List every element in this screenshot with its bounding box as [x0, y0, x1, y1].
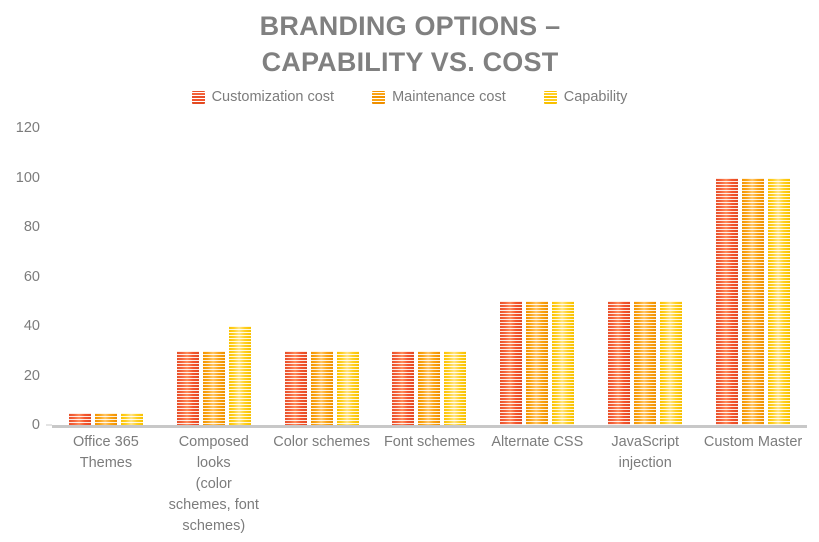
x-axis-category-label: Custom Master	[699, 432, 807, 453]
plot-area	[52, 128, 807, 428]
bar-group	[376, 128, 484, 426]
bar[interactable]	[526, 301, 549, 425]
x-axis-category-label: Font schemes	[376, 432, 484, 453]
y-axis-tick-label: 60	[23, 268, 40, 285]
bar[interactable]	[500, 301, 523, 425]
bar-group	[483, 128, 591, 425]
bar[interactable]	[608, 301, 631, 425]
x-axis-label-line: Font schemes	[383, 434, 476, 450]
bar[interactable]	[716, 177, 739, 425]
bar[interactable]	[634, 301, 657, 425]
chart-legend: Customization cost Maintenance cost Capa…	[0, 89, 819, 105]
x-axis-label-line: Color schemes	[273, 434, 370, 450]
chart-title-line-1: BRANDING OPTIONS –	[259, 11, 561, 41]
legend-label: Capability	[563, 89, 628, 105]
bar[interactable]	[68, 412, 91, 426]
y-axis-tick-label: 80	[23, 219, 40, 235]
bar[interactable]	[202, 350, 225, 426]
bar-group	[699, 128, 807, 425]
bar[interactable]	[120, 412, 143, 426]
x-axis-label-line: schemes, font	[168, 497, 259, 513]
x-axis-label-line: Themes	[79, 455, 133, 471]
x-axis-category-label: Alternate CSS	[483, 432, 591, 453]
legend-item-capability[interactable]: Capability	[543, 89, 628, 105]
bar-group	[591, 128, 699, 425]
bar[interactable]	[768, 177, 791, 425]
chart-title: BRANDING OPTIONS – CAPABILITY VS. COST	[60, 8, 760, 80]
x-axis-label-line: JavaScript	[611, 434, 680, 450]
bar[interactable]	[94, 412, 117, 426]
bar[interactable]	[310, 350, 333, 426]
x-axis-label-line: Composed	[178, 434, 249, 450]
y-axis-tick-label: 100	[15, 169, 40, 186]
legend-label: Maintenance cost	[392, 89, 506, 105]
x-axis-label-line: (color	[195, 476, 232, 492]
y-axis-tick-label: 0	[31, 417, 40, 433]
bar-group	[268, 128, 376, 426]
y-axis-tick-label: 120	[15, 120, 40, 136]
y-axis-tick-label: 40	[23, 318, 40, 334]
bar[interactable]	[444, 350, 467, 426]
legend-item-customization-cost[interactable]: Customization cost	[191, 89, 335, 105]
bar[interactable]	[742, 177, 765, 425]
chart-title-line-2: CAPABILITY VS. COST	[261, 47, 559, 77]
x-axis-label-line: looks	[196, 455, 231, 471]
x-axis-label-line: schemes)	[182, 518, 246, 534]
x-axis-category-label: Color schemes	[268, 432, 376, 453]
bar[interactable]	[228, 326, 251, 425]
x-axis-labels: Office 365 Themes Composed looks (color schem…	[52, 432, 807, 542]
x-axis-label-line: Custom Master	[703, 434, 803, 450]
x-axis-category-label: JavaScript injection	[591, 432, 699, 474]
y-axis: 0 20 40 60 80 100 120	[0, 120, 52, 433]
legend-label: Customization cost	[211, 89, 335, 105]
bar[interactable]	[336, 350, 359, 426]
bar-group	[52, 128, 160, 426]
legend-item-maintenance-cost[interactable]: Maintenance cost	[372, 89, 506, 105]
y-axis-tick-label: 20	[23, 367, 40, 384]
x-axis-category-label: Composed looks (color schemes, font schemes)	[160, 432, 268, 537]
bar[interactable]	[284, 350, 307, 426]
x-axis-label-line: injection	[618, 455, 672, 471]
x-axis-label-line: Office 365	[73, 434, 139, 450]
bar[interactable]	[660, 301, 683, 425]
legend-swatch-icon	[543, 90, 557, 104]
x-axis-category-label: Office 365 Themes	[52, 432, 160, 474]
x-axis-label-line: Alternate CSS	[491, 434, 584, 450]
legend-swatch-icon	[372, 90, 386, 104]
bar[interactable]	[552, 301, 575, 425]
bar[interactable]	[418, 350, 441, 426]
legend-swatch-icon	[191, 90, 205, 104]
x-axis-line	[52, 425, 807, 428]
y-axis-tick-mark	[46, 424, 52, 426]
bar[interactable]	[176, 350, 199, 426]
bar[interactable]	[392, 350, 415, 426]
bar-group	[160, 128, 268, 426]
